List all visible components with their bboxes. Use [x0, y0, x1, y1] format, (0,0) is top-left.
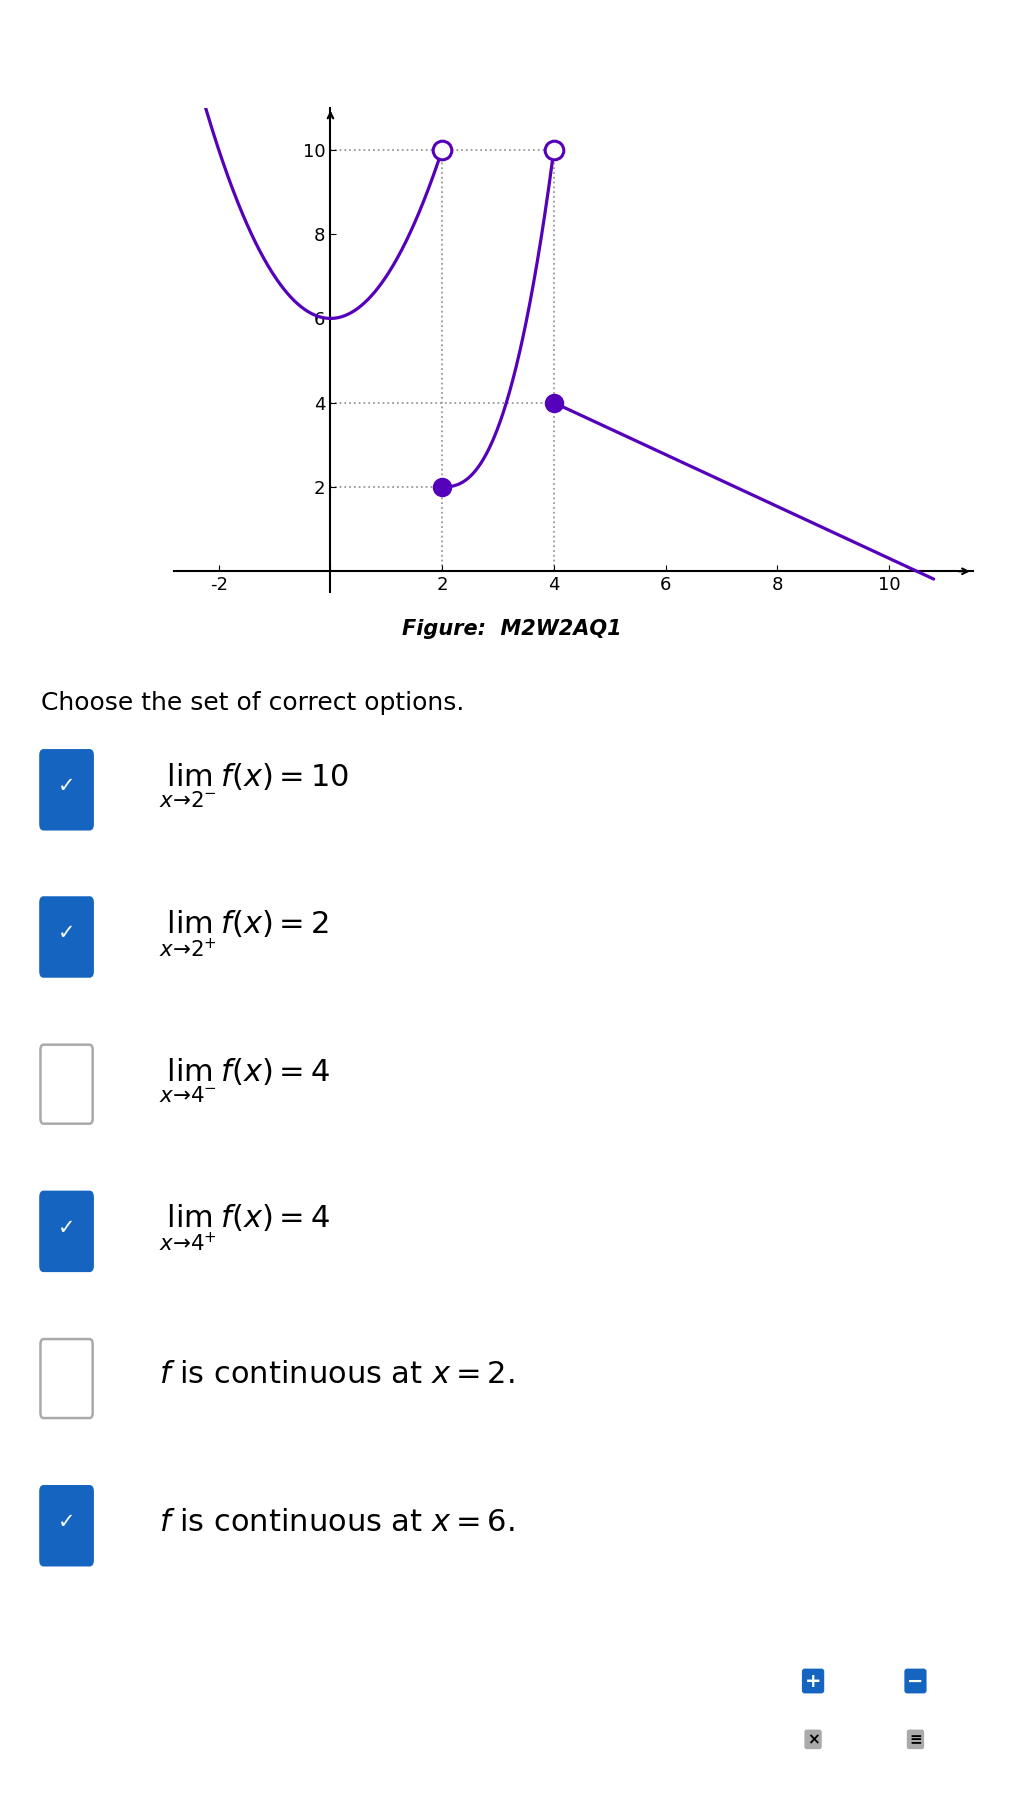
- Point: [434, 135, 451, 163]
- Point: [546, 135, 562, 163]
- Text: Figure:  M2W2AQ1: Figure: M2W2AQ1: [402, 619, 622, 639]
- Text: $\lim_{x\to4^+} f(x) = 4$: $\lim_{x\to4^+} f(x) = 4$: [159, 1203, 330, 1253]
- Text: +: +: [805, 1671, 821, 1691]
- Text: −: −: [907, 1671, 924, 1691]
- Text: $\lim_{x\to2^+} f(x) = 2$: $\lim_{x\to2^+} f(x) = 2$: [159, 908, 329, 959]
- Point: [434, 472, 451, 501]
- Text: ×: ×: [807, 1732, 819, 1747]
- Text: Choose the set of correct options.: Choose the set of correct options.: [41, 691, 464, 714]
- Text: ✓: ✓: [57, 923, 76, 944]
- Text: ✓: ✓: [57, 775, 76, 797]
- Text: ≡: ≡: [909, 1732, 922, 1747]
- Text: $f \text{ is continuous at } x = 2.$: $f \text{ is continuous at } x = 2.$: [159, 1361, 514, 1389]
- Text: $\lim_{x\to4^-} f(x) = 4$: $\lim_{x\to4^-} f(x) = 4$: [159, 1057, 330, 1104]
- Text: ✓: ✓: [57, 1217, 76, 1239]
- Text: ✓: ✓: [57, 1511, 76, 1533]
- Text: $\lim_{x\to2^-} f(x) = 10$: $\lim_{x\to2^-} f(x) = 10$: [159, 763, 349, 810]
- Point: [546, 388, 562, 416]
- Text: $f \text{ is continuous at } x = 6.$: $f \text{ is continuous at } x = 6.$: [159, 1508, 514, 1537]
